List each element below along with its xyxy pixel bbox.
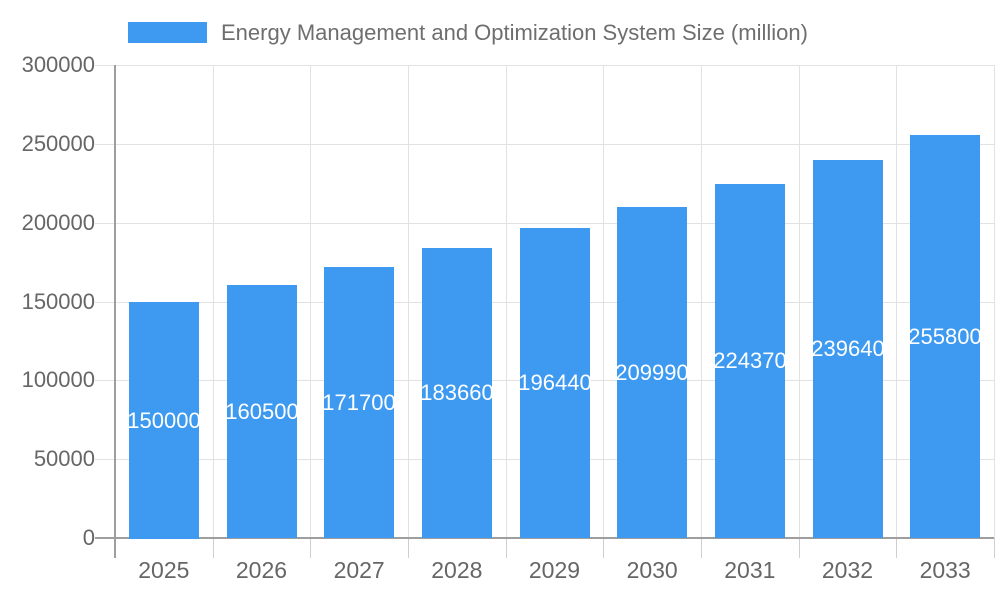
- legend-label: Energy Management and Optimization Syste…: [221, 20, 808, 45]
- bar[interactable]: 224370: [713, 184, 787, 538]
- bar[interactable]: 209990: [615, 207, 689, 538]
- x-tick: [994, 538, 995, 558]
- y-axis-label: 200000: [21, 210, 95, 235]
- x-axis-label: 2030: [626, 557, 678, 583]
- y-tick: [95, 65, 115, 66]
- bar[interactable]: 239640: [811, 160, 885, 538]
- x-tick: [799, 538, 800, 558]
- x-tick: [896, 538, 897, 558]
- bar-value-label: 183660: [420, 380, 494, 405]
- bar-value-label: 255800: [908, 323, 982, 349]
- legend-swatch[interactable]: [128, 22, 207, 43]
- x-axis-label: 2033: [919, 557, 971, 583]
- x-gridline: [506, 65, 507, 538]
- y-axis-label: 0: [82, 525, 95, 550]
- x-tick: [506, 538, 507, 558]
- x-gridline: [994, 65, 995, 538]
- y-tick: [95, 380, 115, 381]
- y-axis-label: 100000: [21, 367, 95, 392]
- x-tick: [701, 538, 702, 558]
- bar-value-label: 171700: [322, 389, 396, 415]
- x-axis-line: [95, 537, 994, 539]
- y-gridline: [115, 65, 994, 66]
- y-axis-label: 150000: [21, 289, 95, 314]
- y-tick: [95, 459, 115, 460]
- x-gridline: [701, 65, 702, 538]
- y-tick: [95, 302, 115, 303]
- x-tick: [310, 538, 311, 558]
- x-axis-label: 2025: [138, 557, 190, 583]
- bar[interactable]: 171700: [322, 267, 396, 538]
- y-axis-label: 50000: [33, 446, 95, 471]
- y-gridline: [115, 223, 994, 224]
- bar-value-label: 209990: [615, 359, 689, 385]
- bar[interactable]: 255800: [908, 135, 982, 538]
- y-axis-line: [114, 65, 116, 558]
- bar[interactable]: 150000: [127, 302, 201, 539]
- bar-value-label: 224370: [713, 348, 787, 373]
- x-gridline: [896, 65, 897, 538]
- bar[interactable]: 196440: [518, 228, 592, 538]
- x-tick: [603, 538, 604, 558]
- x-axis-label: 2032: [821, 557, 874, 583]
- y-axis-label: 300000: [21, 52, 95, 77]
- bar-value-label: 160500: [225, 398, 299, 424]
- x-gridline: [603, 65, 604, 538]
- bar-value-label: 196440: [518, 370, 592, 395]
- bar-value-label: 239640: [811, 336, 885, 361]
- x-axis-label: 2028: [431, 557, 483, 583]
- bar[interactable]: 160500: [225, 285, 299, 538]
- y-gridline: [115, 144, 994, 145]
- bar[interactable]: 183660: [420, 248, 494, 538]
- x-axis-label: 2029: [528, 557, 581, 583]
- y-axis-label: 250000: [21, 131, 95, 156]
- x-gridline: [310, 65, 311, 538]
- x-axis-label: 2027: [333, 557, 385, 583]
- x-axis-label: 2031: [724, 557, 776, 583]
- x-gridline: [408, 65, 409, 538]
- x-gridline: [213, 65, 214, 538]
- x-axis-label: 2026: [235, 557, 288, 583]
- y-tick: [95, 144, 115, 145]
- x-tick: [213, 538, 214, 558]
- x-tick: [408, 538, 409, 558]
- y-tick: [95, 223, 115, 224]
- bar-value-label: 150000: [127, 407, 201, 433]
- x-gridline: [799, 65, 800, 538]
